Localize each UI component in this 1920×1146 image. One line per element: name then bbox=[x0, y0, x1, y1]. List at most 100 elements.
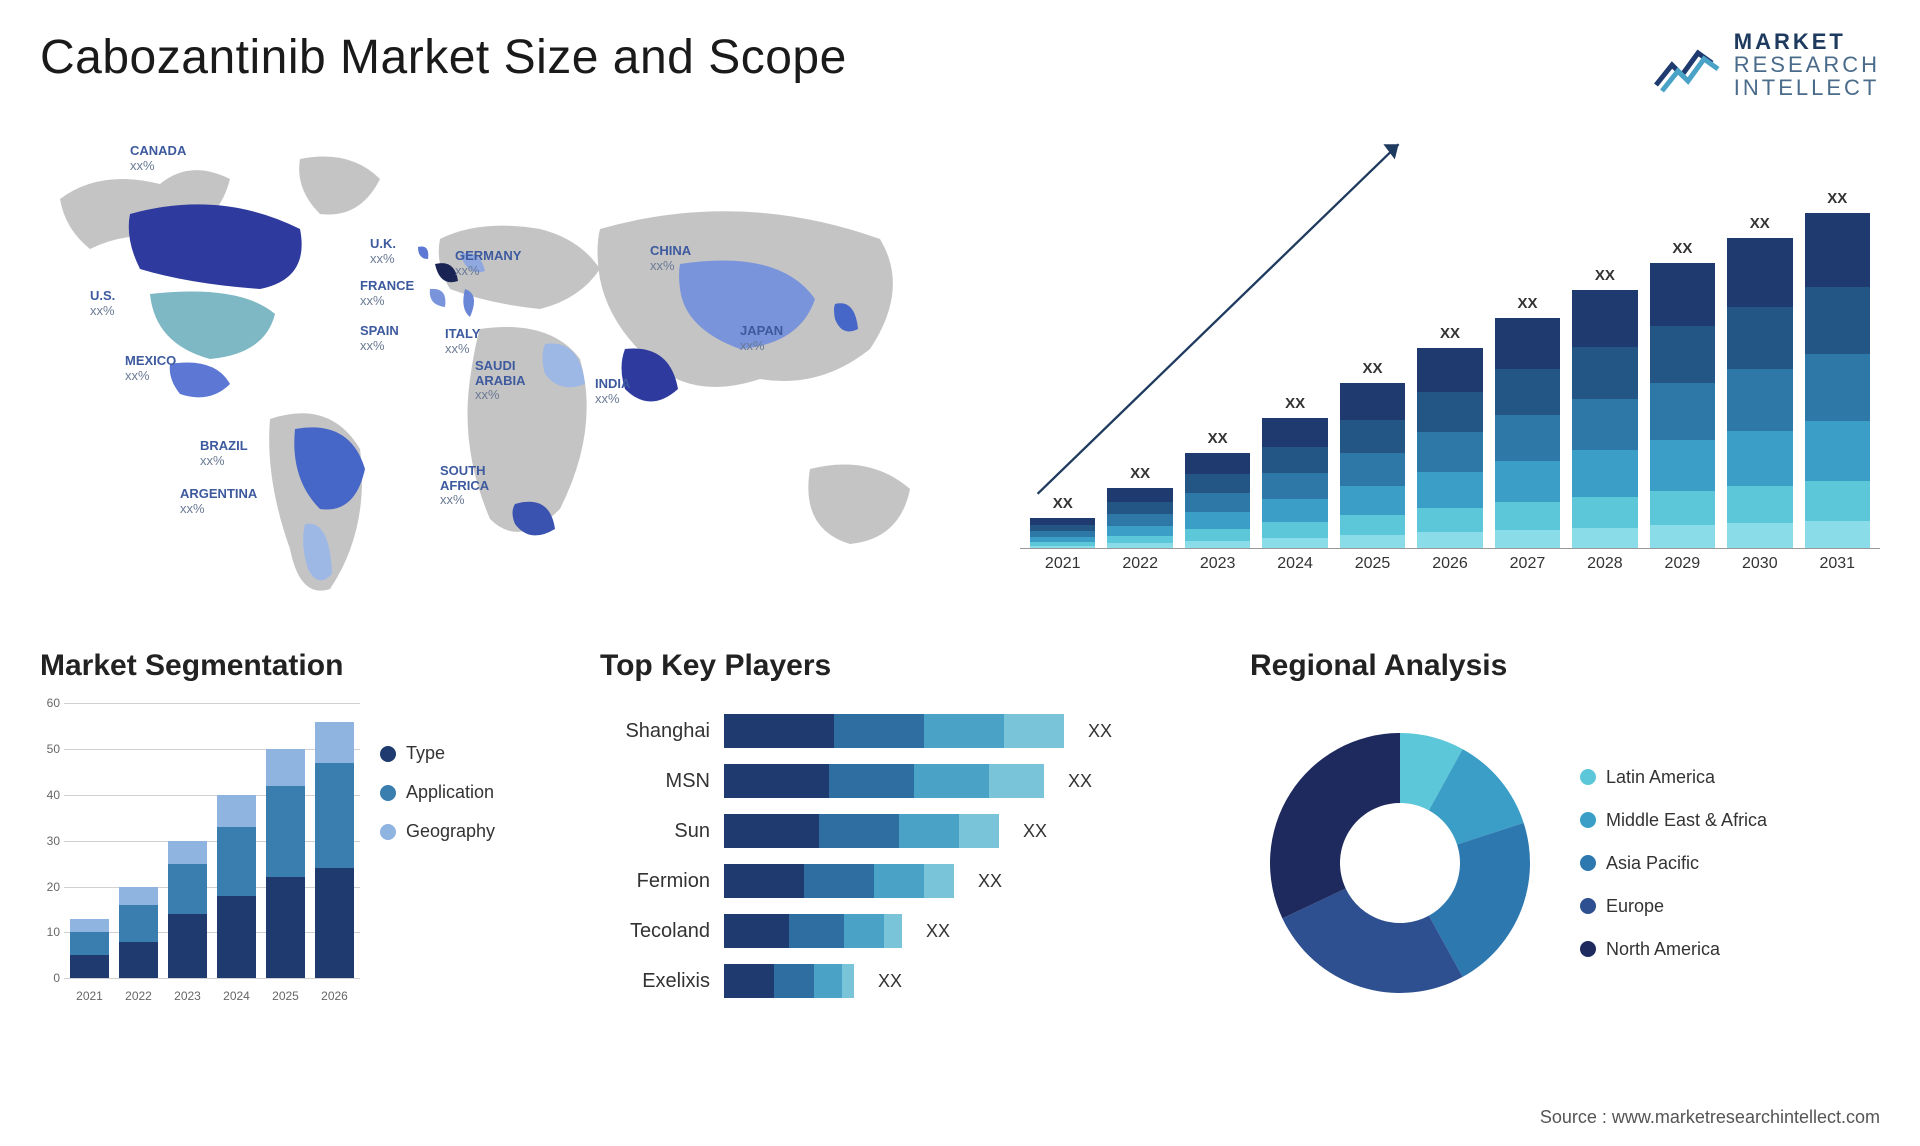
regional-panel: Regional Analysis Latin AmericaMiddle Ea… bbox=[1250, 649, 1880, 1079]
bar-segment bbox=[1107, 514, 1172, 526]
bar-segment bbox=[1185, 474, 1250, 493]
bar-segment bbox=[1262, 499, 1327, 522]
legend-label: Application bbox=[406, 782, 494, 803]
seg-bar-segment bbox=[119, 887, 158, 905]
logo-line1: MARKET bbox=[1734, 30, 1880, 53]
country-label: INDIAxx% bbox=[595, 377, 630, 406]
bar-value-label: XX bbox=[1595, 267, 1615, 284]
bar-segment bbox=[1727, 238, 1792, 306]
bar-segment bbox=[1185, 541, 1250, 549]
bar-segment bbox=[1417, 432, 1482, 472]
bar-segment bbox=[1417, 508, 1482, 532]
player-row: MSNXX bbox=[600, 763, 1220, 799]
seg-bar-column bbox=[217, 795, 256, 978]
year-label: 2023 bbox=[1185, 555, 1250, 573]
year-label: 2025 bbox=[1340, 555, 1405, 573]
legend-label: North America bbox=[1606, 939, 1720, 960]
legend-item: Asia Pacific bbox=[1580, 853, 1767, 874]
player-bar-segment bbox=[959, 814, 999, 848]
player-value: XX bbox=[978, 871, 1002, 892]
bar-segment bbox=[1262, 447, 1327, 473]
bar-segment bbox=[1495, 415, 1560, 461]
donut-slice bbox=[1270, 733, 1400, 918]
bar-segment bbox=[1650, 326, 1715, 383]
seg-bar-segment bbox=[217, 896, 256, 979]
bar-segment bbox=[1805, 481, 1870, 521]
market-size-bar-chart: XXXXXXXXXXXXXXXXXXXXXX 20212022202320242… bbox=[1020, 129, 1880, 609]
bar-segment bbox=[1262, 538, 1327, 548]
seg-year-label: 2022 bbox=[119, 989, 158, 1003]
seg-bar-segment bbox=[266, 749, 305, 786]
player-bar-segment bbox=[724, 914, 789, 948]
country-label: GERMANYxx% bbox=[455, 249, 521, 278]
regional-title: Regional Analysis bbox=[1250, 649, 1880, 683]
bar-segment bbox=[1185, 493, 1250, 512]
country-label: JAPANxx% bbox=[740, 324, 783, 353]
seg-bar-segment bbox=[315, 722, 354, 763]
bar-segment bbox=[1340, 383, 1405, 419]
bar-value-label: XX bbox=[1517, 295, 1537, 312]
bar-value-label: XX bbox=[1363, 360, 1383, 377]
player-bar-segment bbox=[844, 914, 884, 948]
legend-item: Type bbox=[380, 743, 495, 764]
bar-segment bbox=[1572, 347, 1637, 399]
bar-segment bbox=[1185, 453, 1250, 474]
seg-bar-segment bbox=[119, 905, 158, 942]
bar-segment bbox=[1572, 450, 1637, 496]
bar-segment bbox=[1262, 418, 1327, 447]
bar-segment bbox=[1340, 420, 1405, 453]
player-bar-segment bbox=[724, 814, 819, 848]
player-bar-segment bbox=[774, 964, 814, 998]
bar-segment bbox=[1805, 521, 1870, 548]
player-row: ExelixisXX bbox=[600, 963, 1220, 999]
year-label: 2022 bbox=[1107, 555, 1172, 573]
legend-swatch-icon bbox=[380, 746, 396, 762]
bar-segment bbox=[1572, 290, 1637, 347]
player-bar-segment bbox=[804, 864, 874, 898]
bar-segment bbox=[1495, 502, 1560, 530]
seg-year-label: 2026 bbox=[315, 989, 354, 1003]
bar-value-label: XX bbox=[1440, 325, 1460, 342]
seg-bar-column bbox=[315, 722, 354, 979]
segmentation-chart: 0102030405060 202120222023202420252026 bbox=[40, 703, 360, 1003]
segmentation-title: Market Segmentation bbox=[40, 649, 570, 683]
bar-segment bbox=[1495, 318, 1560, 369]
regional-legend: Latin AmericaMiddle East & AfricaAsia Pa… bbox=[1580, 767, 1767, 960]
legend-swatch-icon bbox=[380, 824, 396, 840]
legend-swatch-icon bbox=[1580, 855, 1596, 871]
bar-segment bbox=[1650, 525, 1715, 548]
player-bar-segment bbox=[814, 964, 842, 998]
country-label: FRANCExx% bbox=[360, 279, 414, 308]
bar-segment bbox=[1107, 543, 1172, 548]
legend-swatch-icon bbox=[1580, 812, 1596, 828]
player-bar bbox=[724, 964, 854, 998]
legend-item: Application bbox=[380, 782, 495, 803]
player-bar-segment bbox=[874, 864, 924, 898]
player-row: TecolandXX bbox=[600, 913, 1220, 949]
seg-bar-segment bbox=[119, 942, 158, 979]
logo-line2: RESEARCH bbox=[1734, 53, 1880, 76]
bar-column: XX bbox=[1417, 325, 1482, 548]
bar-segment bbox=[1495, 461, 1560, 502]
country-label: ARGENTINAxx% bbox=[180, 487, 257, 516]
seg-bar-segment bbox=[217, 827, 256, 896]
bar-segment bbox=[1650, 440, 1715, 491]
country-label: U.S.xx% bbox=[90, 289, 115, 318]
bar-segment bbox=[1727, 307, 1792, 369]
bar-column: XX bbox=[1727, 215, 1792, 548]
seg-bar-segment bbox=[315, 868, 354, 978]
year-label: 2031 bbox=[1805, 555, 1870, 573]
player-bar bbox=[724, 864, 954, 898]
bar-column: XX bbox=[1650, 240, 1715, 548]
legend-swatch-icon bbox=[380, 785, 396, 801]
player-row: FermionXX bbox=[600, 863, 1220, 899]
year-label: 2027 bbox=[1495, 555, 1560, 573]
bar-segment bbox=[1030, 546, 1095, 548]
player-bar bbox=[724, 914, 902, 948]
bar-column: XX bbox=[1030, 495, 1095, 548]
seg-bar-segment bbox=[315, 763, 354, 868]
seg-year-label: 2025 bbox=[266, 989, 305, 1003]
seg-bar-column bbox=[266, 749, 305, 978]
segmentation-panel: Market Segmentation 0102030405060 202120… bbox=[40, 649, 570, 1079]
player-bar-segment bbox=[924, 864, 954, 898]
